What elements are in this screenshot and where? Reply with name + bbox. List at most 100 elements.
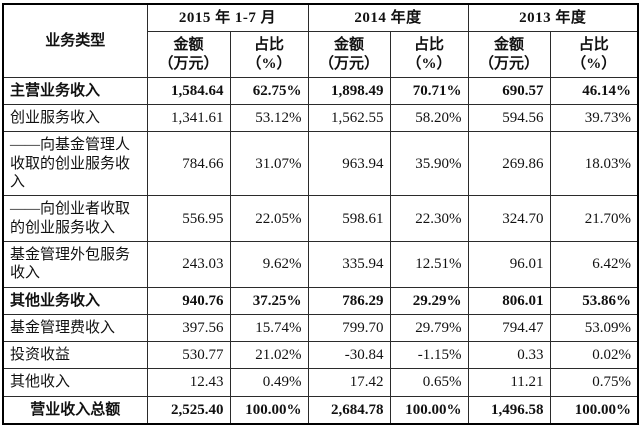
amount-subheader-line2: （万元） bbox=[318, 55, 379, 72]
year-header-2015: 2015 年 1-7 月 bbox=[146, 3, 309, 33]
ratio-subheader: 占比 （%） bbox=[549, 31, 639, 78]
row-label: 投资收益 bbox=[2, 341, 148, 370]
ratio-subheader-line1: 占比 bbox=[578, 37, 609, 54]
business-type-header: 业务类型 bbox=[2, 3, 148, 78]
table-row: 创业服务收入 1,341.61 53.12% 1,562.55 58.20% 594.56… bbox=[2, 104, 639, 133]
ratio-subheader-line1: 占比 bbox=[253, 37, 284, 54]
table-row: 基金管理费收入 397.56 15.74% 799.70 29.79% 794.47 53.… bbox=[2, 313, 639, 343]
value-cell: 784.66 bbox=[146, 131, 231, 197]
amount-subheader: 金额 （万元） bbox=[467, 31, 551, 78]
ratio-subheader: 占比 （%） bbox=[229, 31, 309, 78]
value-cell: 940.76 bbox=[146, 286, 231, 315]
value-cell: 53.09% bbox=[549, 313, 639, 343]
value-cell: 269.86 bbox=[467, 131, 551, 197]
value-cell: 35.90% bbox=[389, 131, 469, 197]
ratio-subheader-line2: （%） bbox=[406, 55, 452, 72]
value-cell: 15.74% bbox=[229, 313, 309, 343]
table-row: 主营业务收入 1,584.64 62.75% 1,898.49 70.71% 690.57… bbox=[2, 76, 639, 106]
value-cell: 963.94 bbox=[307, 131, 391, 197]
value-cell: 21.02% bbox=[229, 341, 309, 370]
value-cell: 1,584.64 bbox=[146, 76, 231, 106]
value-cell: 12.43 bbox=[146, 368, 231, 397]
value-cell: -30.84 bbox=[307, 341, 391, 370]
value-cell: 22.05% bbox=[229, 195, 309, 242]
value-cell: 690.57 bbox=[467, 76, 551, 106]
ratio-subheader-line2: （%） bbox=[246, 55, 292, 72]
value-cell: 9.62% bbox=[229, 240, 309, 288]
revenue-table: 业务类型 2015 年 1-7 月 2014 年度 2013 年度 金额 （万元… bbox=[2, 3, 640, 426]
value-cell: 335.94 bbox=[307, 240, 391, 288]
value-cell: 53.12% bbox=[229, 104, 309, 133]
value-cell: 100.00% bbox=[389, 395, 469, 425]
table-row: 营业收入总额 2,525.40 100.00% 2,684.78 100.00% 1,49… bbox=[2, 395, 639, 425]
value-cell: 100.00% bbox=[229, 395, 309, 425]
ratio-subheader: 占比 （%） bbox=[389, 31, 469, 78]
ratio-subheader-line1: 占比 bbox=[414, 37, 445, 54]
header-row-years: 业务类型 2015 年 1-7 月 2014 年度 2013 年度 bbox=[2, 3, 639, 78]
amount-subheader: 金额 （万元） bbox=[146, 31, 231, 78]
value-cell: 243.03 bbox=[146, 240, 231, 288]
amount-subheader-line1: 金额 bbox=[173, 37, 204, 54]
value-cell: 11.21 bbox=[467, 368, 551, 397]
value-cell: 22.30% bbox=[389, 195, 469, 242]
value-cell: 794.47 bbox=[467, 313, 551, 343]
amount-subheader-line2: （万元） bbox=[158, 55, 219, 72]
value-cell: 96.01 bbox=[467, 240, 551, 288]
value-cell: 598.61 bbox=[307, 195, 391, 242]
value-cell: 39.73% bbox=[549, 104, 639, 133]
header-row-subcolumns: 金额 （万元） 占比 （%） 金额 （万元） 占比 （%） 金额 （万元） 占比… bbox=[3, 31, 639, 78]
row-label: 基金管理费收入 bbox=[2, 313, 148, 343]
value-cell: 397.56 bbox=[146, 313, 231, 343]
value-cell: 29.29% bbox=[389, 286, 469, 315]
value-cell: 46.14% bbox=[549, 76, 639, 106]
value-cell: 12.51% bbox=[389, 240, 469, 288]
value-cell: 2,525.40 bbox=[146, 395, 231, 425]
value-cell: 17.42 bbox=[307, 368, 391, 397]
row-label: 基金管理外包服务收入 bbox=[2, 240, 148, 288]
value-cell: 2,684.78 bbox=[307, 395, 391, 425]
value-cell: 1,341.61 bbox=[146, 104, 231, 133]
value-cell: 70.71% bbox=[389, 76, 469, 106]
table-row: 投资收益 530.77 21.02% -30.84 -1.15% 0.33 0.02% bbox=[2, 341, 639, 370]
value-cell: 324.70 bbox=[467, 195, 551, 242]
value-cell: 799.70 bbox=[307, 313, 391, 343]
table-row: 其他收入 12.43 0.49% 17.42 0.65% 11.21 0.75% bbox=[2, 368, 639, 397]
value-cell: 31.07% bbox=[229, 131, 309, 197]
value-cell: 100.00% bbox=[549, 395, 639, 425]
amount-subheader: 金额 （万元） bbox=[307, 31, 391, 78]
table-row: 基金管理外包服务收入 243.03 9.62% 335.94 12.51% 96.01 6.… bbox=[2, 240, 639, 288]
row-label: 营业收入总额 bbox=[2, 395, 148, 425]
value-cell: -1.15% bbox=[389, 341, 469, 370]
value-cell: 1,898.49 bbox=[307, 76, 391, 106]
value-cell: 29.79% bbox=[389, 313, 469, 343]
row-label: 创业服务收入 bbox=[2, 104, 148, 133]
value-cell: 37.25% bbox=[229, 286, 309, 315]
value-cell: 0.65% bbox=[389, 368, 469, 397]
value-cell: 0.49% bbox=[229, 368, 309, 397]
ratio-subheader-line2: （%） bbox=[571, 55, 617, 72]
row-label: ——向基金管理人收取的创业服务收入 bbox=[2, 131, 148, 197]
value-cell: 0.75% bbox=[549, 368, 639, 397]
value-cell: 1,496.58 bbox=[467, 395, 551, 425]
value-cell: 0.02% bbox=[549, 341, 639, 370]
value-cell: 0.33 bbox=[467, 341, 551, 370]
amount-subheader-line1: 金额 bbox=[333, 37, 364, 54]
row-label: 其他收入 bbox=[2, 368, 148, 397]
value-cell: 53.86% bbox=[549, 286, 639, 315]
table-row: ——向基金管理人收取的创业服务收入 784.66 31.07% 963.94 35.90… bbox=[2, 131, 639, 197]
value-cell: 594.56 bbox=[467, 104, 551, 133]
table-row: ——向创业者收取的创业服务收入 556.95 22.05% 598.61 22.30% 3… bbox=[2, 195, 639, 242]
row-label: 主营业务收入 bbox=[2, 76, 148, 106]
table-body: 主营业务收入 1,584.64 62.75% 1,898.49 70.71% 690.57… bbox=[2, 76, 639, 425]
value-cell: 806.01 bbox=[467, 286, 551, 315]
year-header-2014: 2014 年度 bbox=[307, 3, 469, 33]
value-cell: 62.75% bbox=[229, 76, 309, 106]
table-row: 其他业务收入 940.76 37.25% 786.29 29.29% 806.01 53.8… bbox=[2, 286, 639, 315]
year-header-2013: 2013 年度 bbox=[467, 3, 639, 33]
amount-subheader-line1: 金额 bbox=[494, 37, 525, 54]
value-cell: 1,562.55 bbox=[307, 104, 391, 133]
value-cell: 556.95 bbox=[146, 195, 231, 242]
value-cell: 58.20% bbox=[389, 104, 469, 133]
value-cell: 786.29 bbox=[307, 286, 391, 315]
amount-subheader-line2: （万元） bbox=[479, 55, 540, 72]
